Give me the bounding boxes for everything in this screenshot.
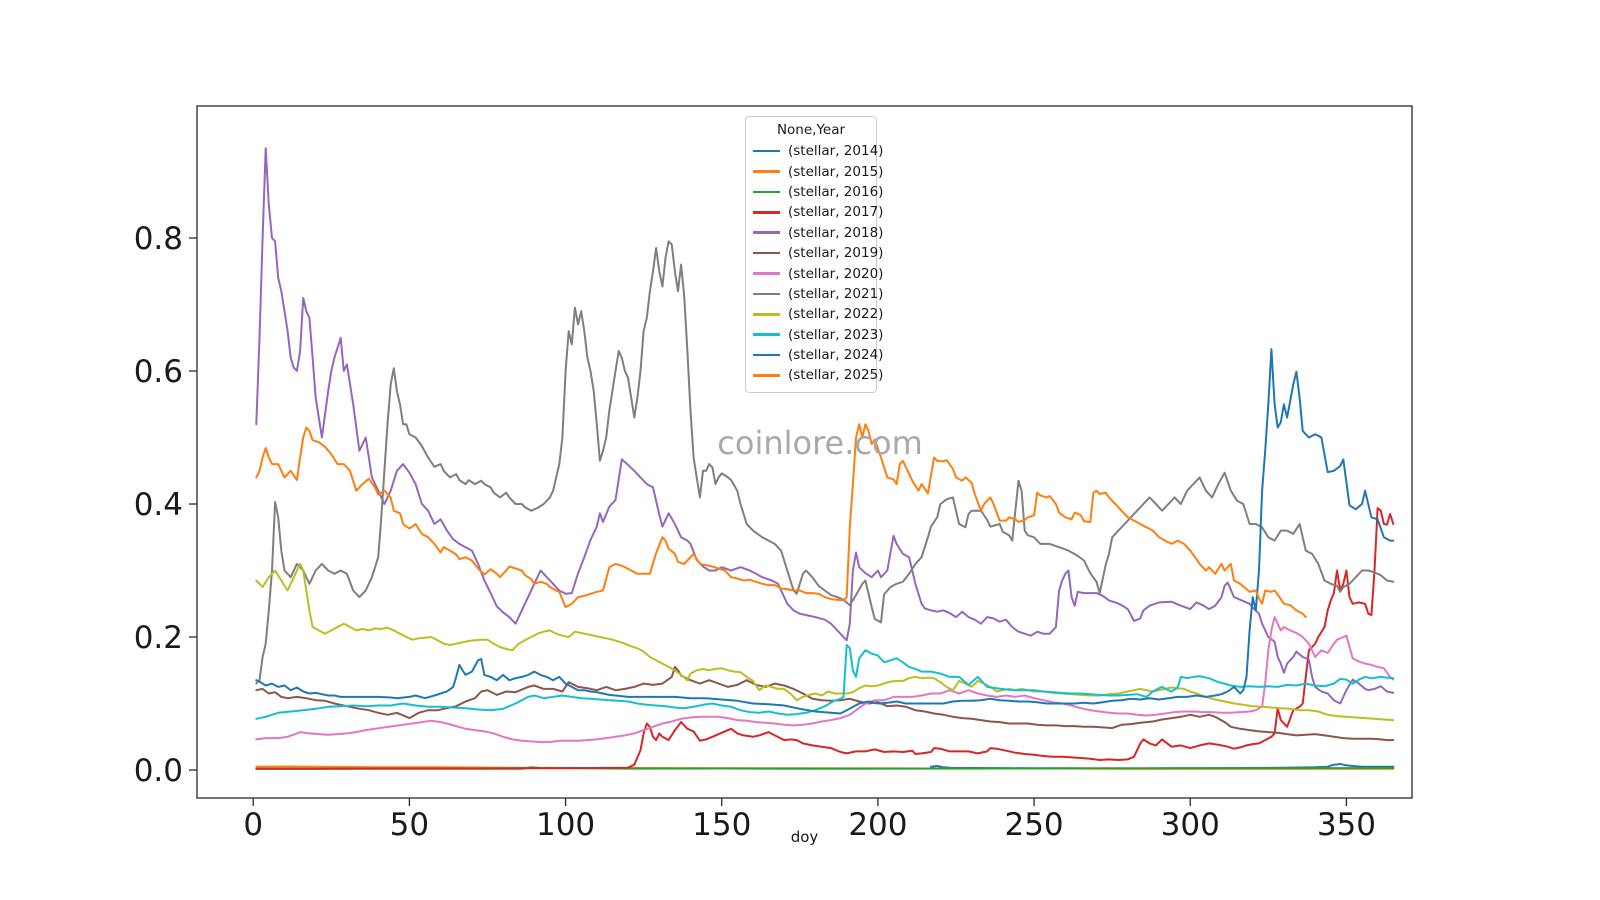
series-line-stellar-2020 (255, 616, 1395, 744)
legend-swatch-icon (753, 272, 780, 275)
x-axis-label: doy (790, 828, 819, 846)
legend-items: (stellar, 2014) (stellar, 2015) (stellar, … (753, 141, 883, 386)
x-tick-label: 100 (536, 807, 595, 843)
legend-item-label: (stellar, 2017) (788, 204, 884, 221)
legend-item-stellar-2018: (stellar, 2018) (753, 223, 883, 243)
series-line-stellar-2023 (255, 644, 1395, 720)
x-tick-label: 250 (1004, 807, 1063, 843)
legend-item-stellar-2016: (stellar, 2016) (753, 182, 883, 202)
legend-title: None,Year (776, 122, 846, 138)
legend-item-stellar-2025: (stellar, 2025) (753, 365, 883, 385)
series-line-stellar-2018 (255, 147, 1395, 705)
x-tick-label: 350 (1317, 807, 1376, 843)
legend-swatch-icon (753, 170, 780, 173)
legend-item-stellar-2019: (stellar, 2019) (753, 243, 883, 263)
series-line-stellar-2019 (255, 665, 1395, 742)
watermark: coinlore.com (717, 424, 923, 462)
plot-border (196, 105, 1413, 799)
series-line-stellar-2024 (255, 348, 1395, 715)
legend-item-label: (stellar, 2019) (788, 245, 884, 262)
legend-item-stellar-2017: (stellar, 2017) (753, 202, 883, 222)
legend-item-label: (stellar, 2022) (788, 306, 884, 323)
y-tick-label: 0.4 (134, 487, 183, 523)
legend-item-label: (stellar, 2023) (788, 326, 884, 343)
legend-swatch-icon (753, 333, 780, 336)
series-line-stellar-2025 (255, 423, 1307, 619)
y-tick-label: 0.8 (134, 221, 183, 257)
legend-swatch-icon (753, 374, 780, 377)
series-line-stellar-2021 (255, 240, 1395, 685)
legend-item-stellar-2022: (stellar, 2022) (753, 304, 883, 324)
legend-item-stellar-2023: (stellar, 2023) (753, 325, 883, 345)
legend-item-label: (stellar, 2018) (788, 224, 884, 241)
y-tick-label: 0.2 (134, 620, 183, 656)
x-tick-label: 0 (243, 807, 263, 843)
legend-item-stellar-2014: (stellar, 2014) (753, 141, 883, 161)
legend-item-stellar-2015: (stellar, 2015) (753, 161, 883, 181)
y-tick-label: 0.6 (134, 354, 183, 390)
legend-item-label: (stellar, 2015) (788, 163, 884, 180)
legend-item-label: (stellar, 2020) (788, 265, 884, 282)
legend-item-stellar-2021: (stellar, 2021) (753, 284, 883, 304)
legend-item-stellar-2024: (stellar, 2024) (753, 345, 883, 365)
legend-item-stellar-2020: (stellar, 2020) (753, 263, 883, 283)
legend-item-label: (stellar, 2024) (788, 347, 884, 364)
x-tick-label: 50 (390, 807, 429, 843)
legend: None,Year (stellar, 2014) (stellar, 2015)… (745, 116, 883, 393)
legend-item-label: (stellar, 2025) (788, 367, 884, 384)
legend-swatch-icon (753, 149, 780, 153)
legend-item-label: (stellar, 2014) (788, 143, 884, 160)
legend-swatch-icon (753, 211, 780, 214)
legend-swatch-icon (753, 313, 780, 316)
y-tick-label: 0.0 (134, 753, 183, 789)
legend-swatch-icon (753, 190, 780, 194)
x-tick-label: 200 (848, 807, 907, 843)
legend-swatch-icon (753, 251, 780, 255)
series-line-stellar-2017 (255, 507, 1395, 770)
legend-swatch-icon (753, 231, 780, 235)
legend-item-label: (stellar, 2016) (788, 183, 884, 200)
x-tick-label: 300 (1161, 807, 1220, 843)
legend-item-label: (stellar, 2021) (788, 285, 884, 302)
legend-swatch-icon (753, 353, 780, 357)
legend-swatch-icon (753, 292, 780, 296)
x-tick-label: 150 (692, 807, 751, 843)
